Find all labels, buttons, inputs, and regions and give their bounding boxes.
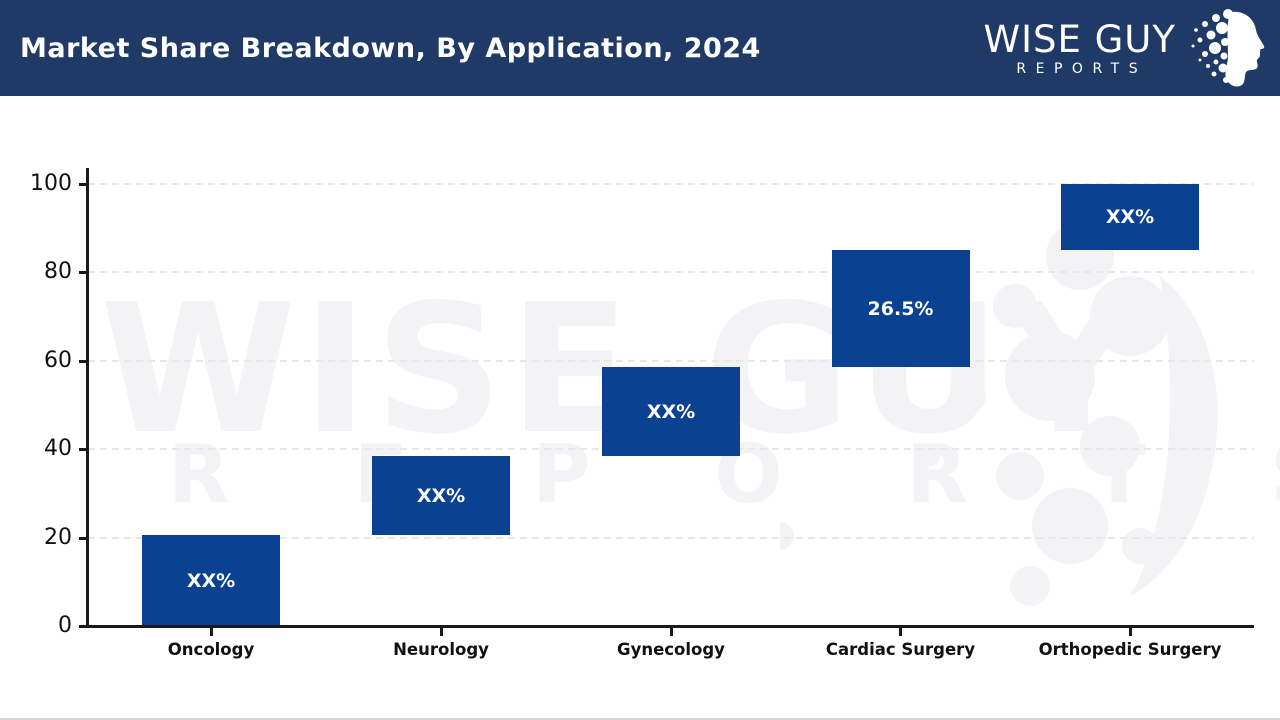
y-tick-label-80: 80 [44, 259, 72, 285]
waterfall-chart: WISE GUY R E P O R T S 0 20 40 60 80 100 XX% On… [0, 96, 1280, 718]
x-tick-mark-4 [1128, 628, 1132, 636]
y-tick-mark-40 [79, 448, 87, 452]
bar-value-label: XX% [186, 569, 236, 592]
brand-subname: REPORTS [1016, 60, 1148, 77]
watermark-face-dots [780, 222, 1218, 606]
gridline-80 [88, 271, 1254, 274]
y-tick-mark-100 [79, 183, 87, 186]
x-axis [79, 625, 1254, 628]
brand-logo: WISE GUY REPORTS [984, 2, 1280, 94]
gridline-100 [88, 183, 1254, 185]
bar-oncology: XX% [142, 535, 280, 626]
dotted-face-profile-icon [1191, 9, 1265, 87]
brand-name: WISE GUY [983, 17, 1176, 61]
bar-value-label: XX% [416, 484, 466, 507]
gridline-20 [88, 536, 1254, 539]
y-axis [86, 168, 89, 628]
x-tick-mark-3 [899, 628, 902, 636]
brand-logo-text: WISE GUY REPORTS [984, 21, 1176, 76]
y-tick-mark-60 [79, 359, 87, 363]
bar-neurology: XX% [372, 455, 510, 536]
x-category-label-0: Oncology [167, 640, 255, 659]
x-tick-mark-0 [209, 628, 213, 636]
header-bar: Market Share Breakdown, By Application, … [0, 0, 1280, 96]
bar-cardiac-surgery: 26.5% [831, 250, 970, 368]
x-tick-mark-1 [439, 628, 443, 636]
x-category-label-3: Cardiac Surgery [825, 640, 976, 659]
y-tick-label-20: 20 [44, 524, 72, 550]
x-category-label-1: Neurology [393, 640, 489, 659]
y-tick-mark-20 [79, 536, 87, 540]
x-category-label-4: Orthopedic Surgery [1038, 640, 1222, 659]
y-tick-mark-80 [79, 271, 87, 275]
x-category-label-2: Gynecology [617, 640, 725, 659]
y-tick-label-40: 40 [44, 436, 72, 462]
y-tick-label-60: 60 [44, 347, 72, 373]
y-tick-mark-0 [79, 625, 87, 628]
y-tick-label-100: 100 [30, 171, 72, 196]
bar-orthopedic-surgery: XX% [1061, 184, 1199, 251]
bar-value-label: XX% [1105, 206, 1155, 229]
gridline-60 [88, 359, 1254, 362]
page-title: Market Share Breakdown, By Application, … [20, 32, 761, 64]
y-tick-label-0: 0 [58, 613, 72, 638]
bar-value-label: XX% [646, 400, 696, 423]
bar-gynecology: XX% [602, 367, 740, 456]
x-tick-mark-2 [669, 628, 673, 636]
bar-value-label: 26.5% [867, 297, 934, 320]
